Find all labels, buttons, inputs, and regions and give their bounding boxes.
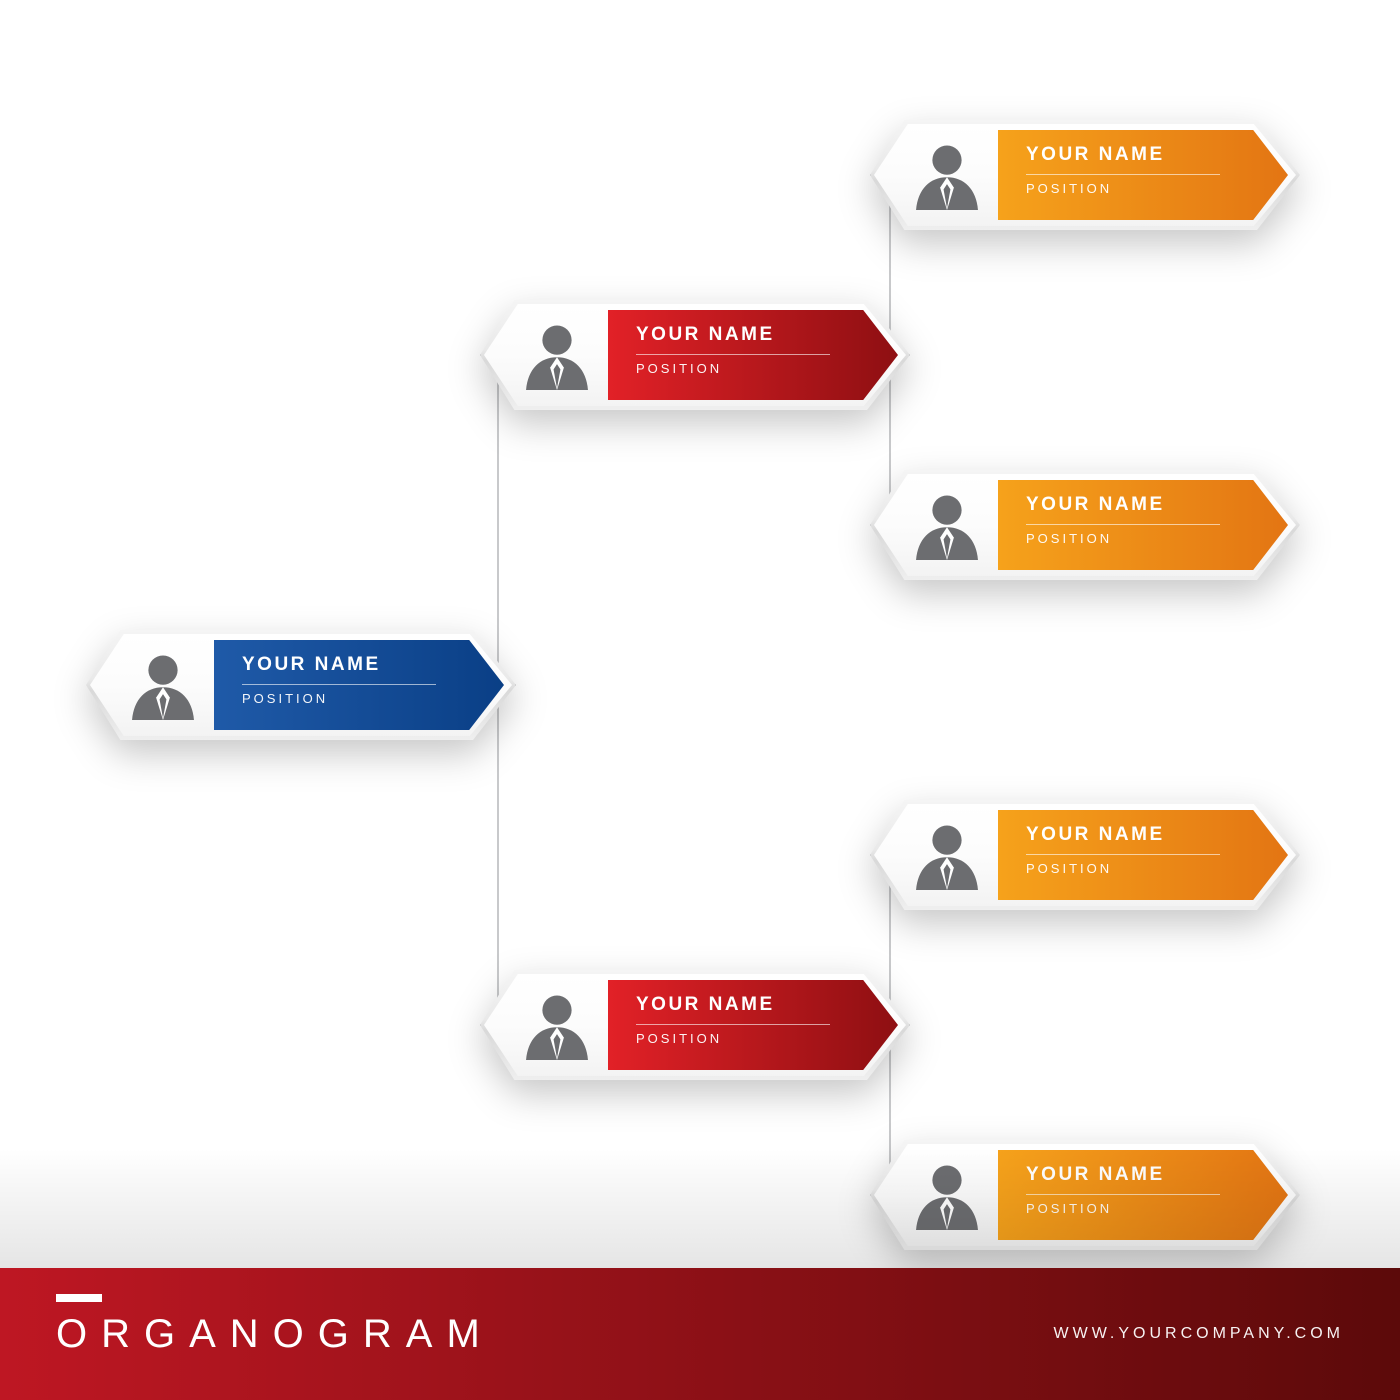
footer-url: WWW.YOURCOMPANY.COM — [1053, 1325, 1344, 1343]
card-label: YOUR NAME POSITION — [608, 980, 898, 1070]
footer-title: ORGANOGRAM — [56, 1312, 494, 1357]
avatar-icon — [900, 808, 994, 902]
org-card-c3: YOUR NAME POSITION — [870, 800, 1300, 910]
card-divider — [1026, 524, 1220, 525]
avatar-icon — [900, 478, 994, 572]
card-label: YOUR NAME POSITION — [998, 480, 1288, 570]
org-card-c1: YOUR NAME POSITION — [870, 120, 1300, 230]
card-name: YOUR NAME — [1026, 144, 1248, 166]
card-name: YOUR NAME — [1026, 494, 1248, 516]
card-divider — [636, 354, 830, 355]
card-name: YOUR NAME — [636, 324, 858, 346]
org-card-m1: YOUR NAME POSITION — [480, 300, 910, 410]
card-name: YOUR NAME — [636, 994, 858, 1016]
card-divider — [1026, 854, 1220, 855]
card-position: POSITION — [1026, 531, 1248, 546]
card-position: POSITION — [636, 361, 858, 376]
card-name: YOUR NAME — [1026, 824, 1248, 846]
card-label: YOUR NAME POSITION — [998, 810, 1288, 900]
footer-title-wrap: ORGANOGRAM — [56, 1312, 494, 1357]
card-position: POSITION — [636, 1031, 858, 1046]
avatar-icon — [510, 308, 604, 402]
footer-accent-bar — [56, 1294, 102, 1302]
card-label: YOUR NAME POSITION — [214, 640, 504, 730]
avatar-icon — [116, 638, 210, 732]
org-card-m2: YOUR NAME POSITION — [480, 970, 910, 1080]
footer-shadow — [0, 1148, 1400, 1268]
org-card-c2: YOUR NAME POSITION — [870, 470, 1300, 580]
card-divider — [1026, 174, 1220, 175]
card-divider — [242, 684, 436, 685]
card-divider — [636, 1024, 830, 1025]
card-position: POSITION — [1026, 861, 1248, 876]
card-name: YOUR NAME — [242, 654, 464, 676]
org-card-root: YOUR NAME POSITION — [86, 630, 516, 740]
card-label: YOUR NAME POSITION — [998, 130, 1288, 220]
avatar-icon — [510, 978, 604, 1072]
card-position: POSITION — [1026, 181, 1248, 196]
card-position: POSITION — [242, 691, 464, 706]
footer-bar: ORGANOGRAM WWW.YOURCOMPANY.COM — [0, 1268, 1400, 1400]
card-label: YOUR NAME POSITION — [608, 310, 898, 400]
avatar-icon — [900, 128, 994, 222]
